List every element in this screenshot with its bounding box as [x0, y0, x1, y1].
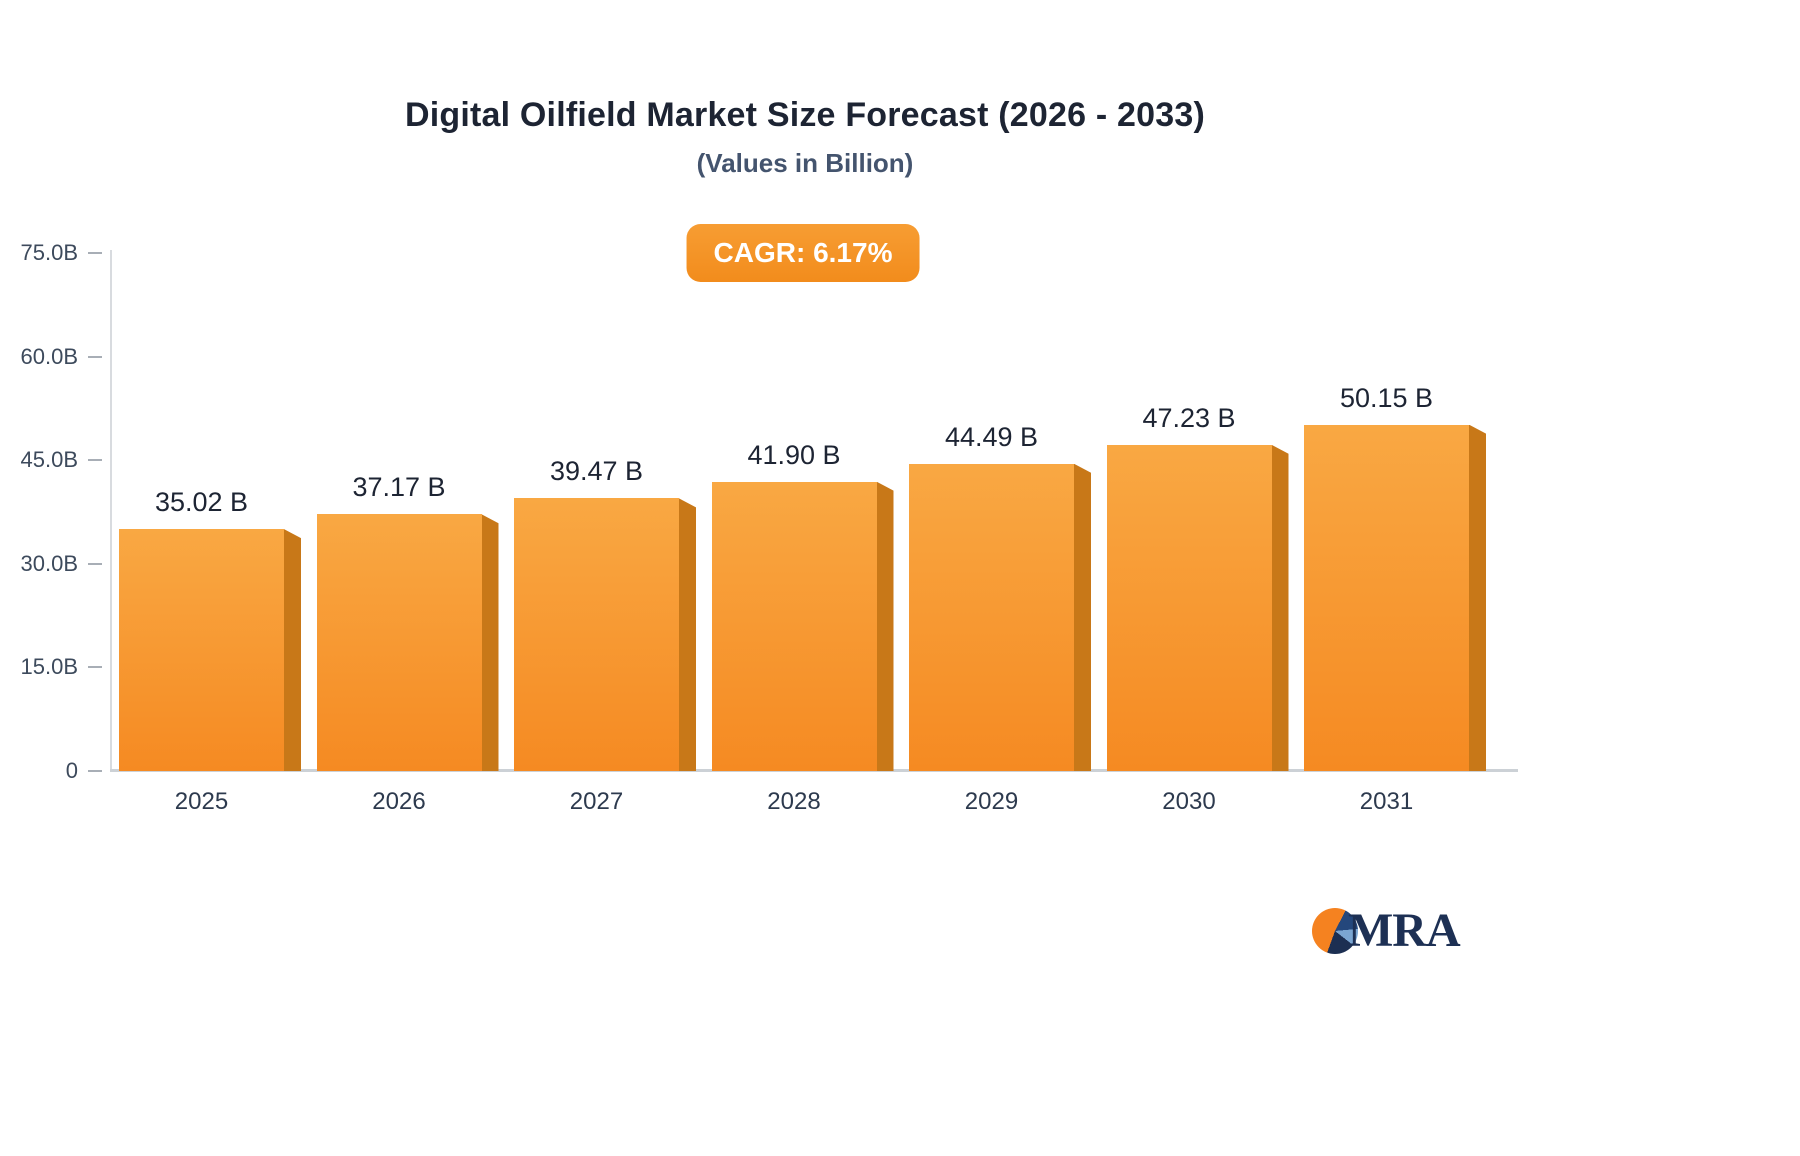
- bar-side-shadow: [679, 498, 696, 771]
- y-axis-tick-mark: [88, 252, 102, 254]
- y-axis-tick-mark: [88, 355, 102, 358]
- bar-side-shadow: [876, 481, 894, 771]
- y-axis-tick-mark: [88, 770, 102, 772]
- bar-side-shadow: [481, 514, 499, 771]
- bar-side-shadow: [284, 529, 301, 771]
- y-axis-tick-mark: [88, 666, 102, 669]
- bar-face: [711, 481, 877, 771]
- bar-side-shadow: [1074, 463, 1091, 771]
- x-axis-label: 2031: [1359, 788, 1414, 815]
- bar-value-label: 39.47 B: [549, 456, 644, 487]
- bar-side-shadow: [1271, 444, 1289, 771]
- y-axis-tick-mark: [88, 459, 102, 462]
- bar-2025: 35.02 B: [119, 487, 301, 771]
- bar-face: [909, 463, 1074, 771]
- mra-logo-text: MRA: [1348, 904, 1461, 957]
- bar-value-label: 37.17 B: [352, 472, 446, 503]
- bar-value-label: 50.15 B: [1339, 382, 1434, 413]
- mra-logo: MRA: [1312, 903, 1461, 958]
- x-axis-label: 2030: [1162, 788, 1216, 815]
- bar-value-label: 35.02 B: [154, 487, 249, 518]
- bar-side-shadow: [1469, 424, 1486, 771]
- x-axis-label: 2028: [767, 788, 821, 815]
- x-axis-label: 2027: [569, 788, 624, 815]
- y-axis-tick-label: 15.0B: [20, 654, 79, 680]
- y-axis-tick-label: 45.0B: [20, 447, 79, 473]
- bar-value-label: 44.49 B: [944, 421, 1039, 452]
- bar-face: [1106, 444, 1272, 771]
- bar-value-label: 41.90 B: [747, 439, 841, 470]
- x-axis-label: 2029: [964, 788, 1019, 815]
- bar-face: [119, 529, 284, 771]
- y-axis-tick-mark: [88, 562, 102, 565]
- bar-face: [316, 514, 482, 771]
- x-axis-label: 2026: [372, 788, 426, 815]
- bar-face: [1304, 424, 1469, 771]
- bar-2030: 47.23 B: [1106, 403, 1289, 771]
- y-axis-tick-label: 0: [65, 758, 78, 783]
- chart-title: Digital Oilfield Market Size Forecast (2…: [404, 96, 1206, 134]
- y-axis-line: [110, 250, 112, 771]
- y-axis-tick-label: 75.0B: [20, 240, 79, 265]
- chart-subtitle: (Values in Billion): [696, 148, 914, 178]
- bar-value-label: 47.23 B: [1142, 402, 1236, 433]
- y-axis-tick-label: 60.0B: [20, 343, 79, 369]
- bar-2029: 44.49 B: [909, 422, 1091, 771]
- bar-2026: 37.17 B: [316, 472, 499, 771]
- mra-logo-icon: [1312, 907, 1358, 954]
- bar-2028: 41.90 B: [711, 440, 894, 771]
- bar-2027: 39.47 B: [514, 456, 696, 771]
- cagr-badge: CAGR: 6.17%: [686, 224, 920, 282]
- bar-face: [514, 498, 679, 771]
- bar-2031: 50.15 B: [1304, 383, 1486, 771]
- x-axis-label: 2025: [174, 788, 229, 815]
- y-axis-tick-label: 30.0B: [20, 550, 79, 576]
